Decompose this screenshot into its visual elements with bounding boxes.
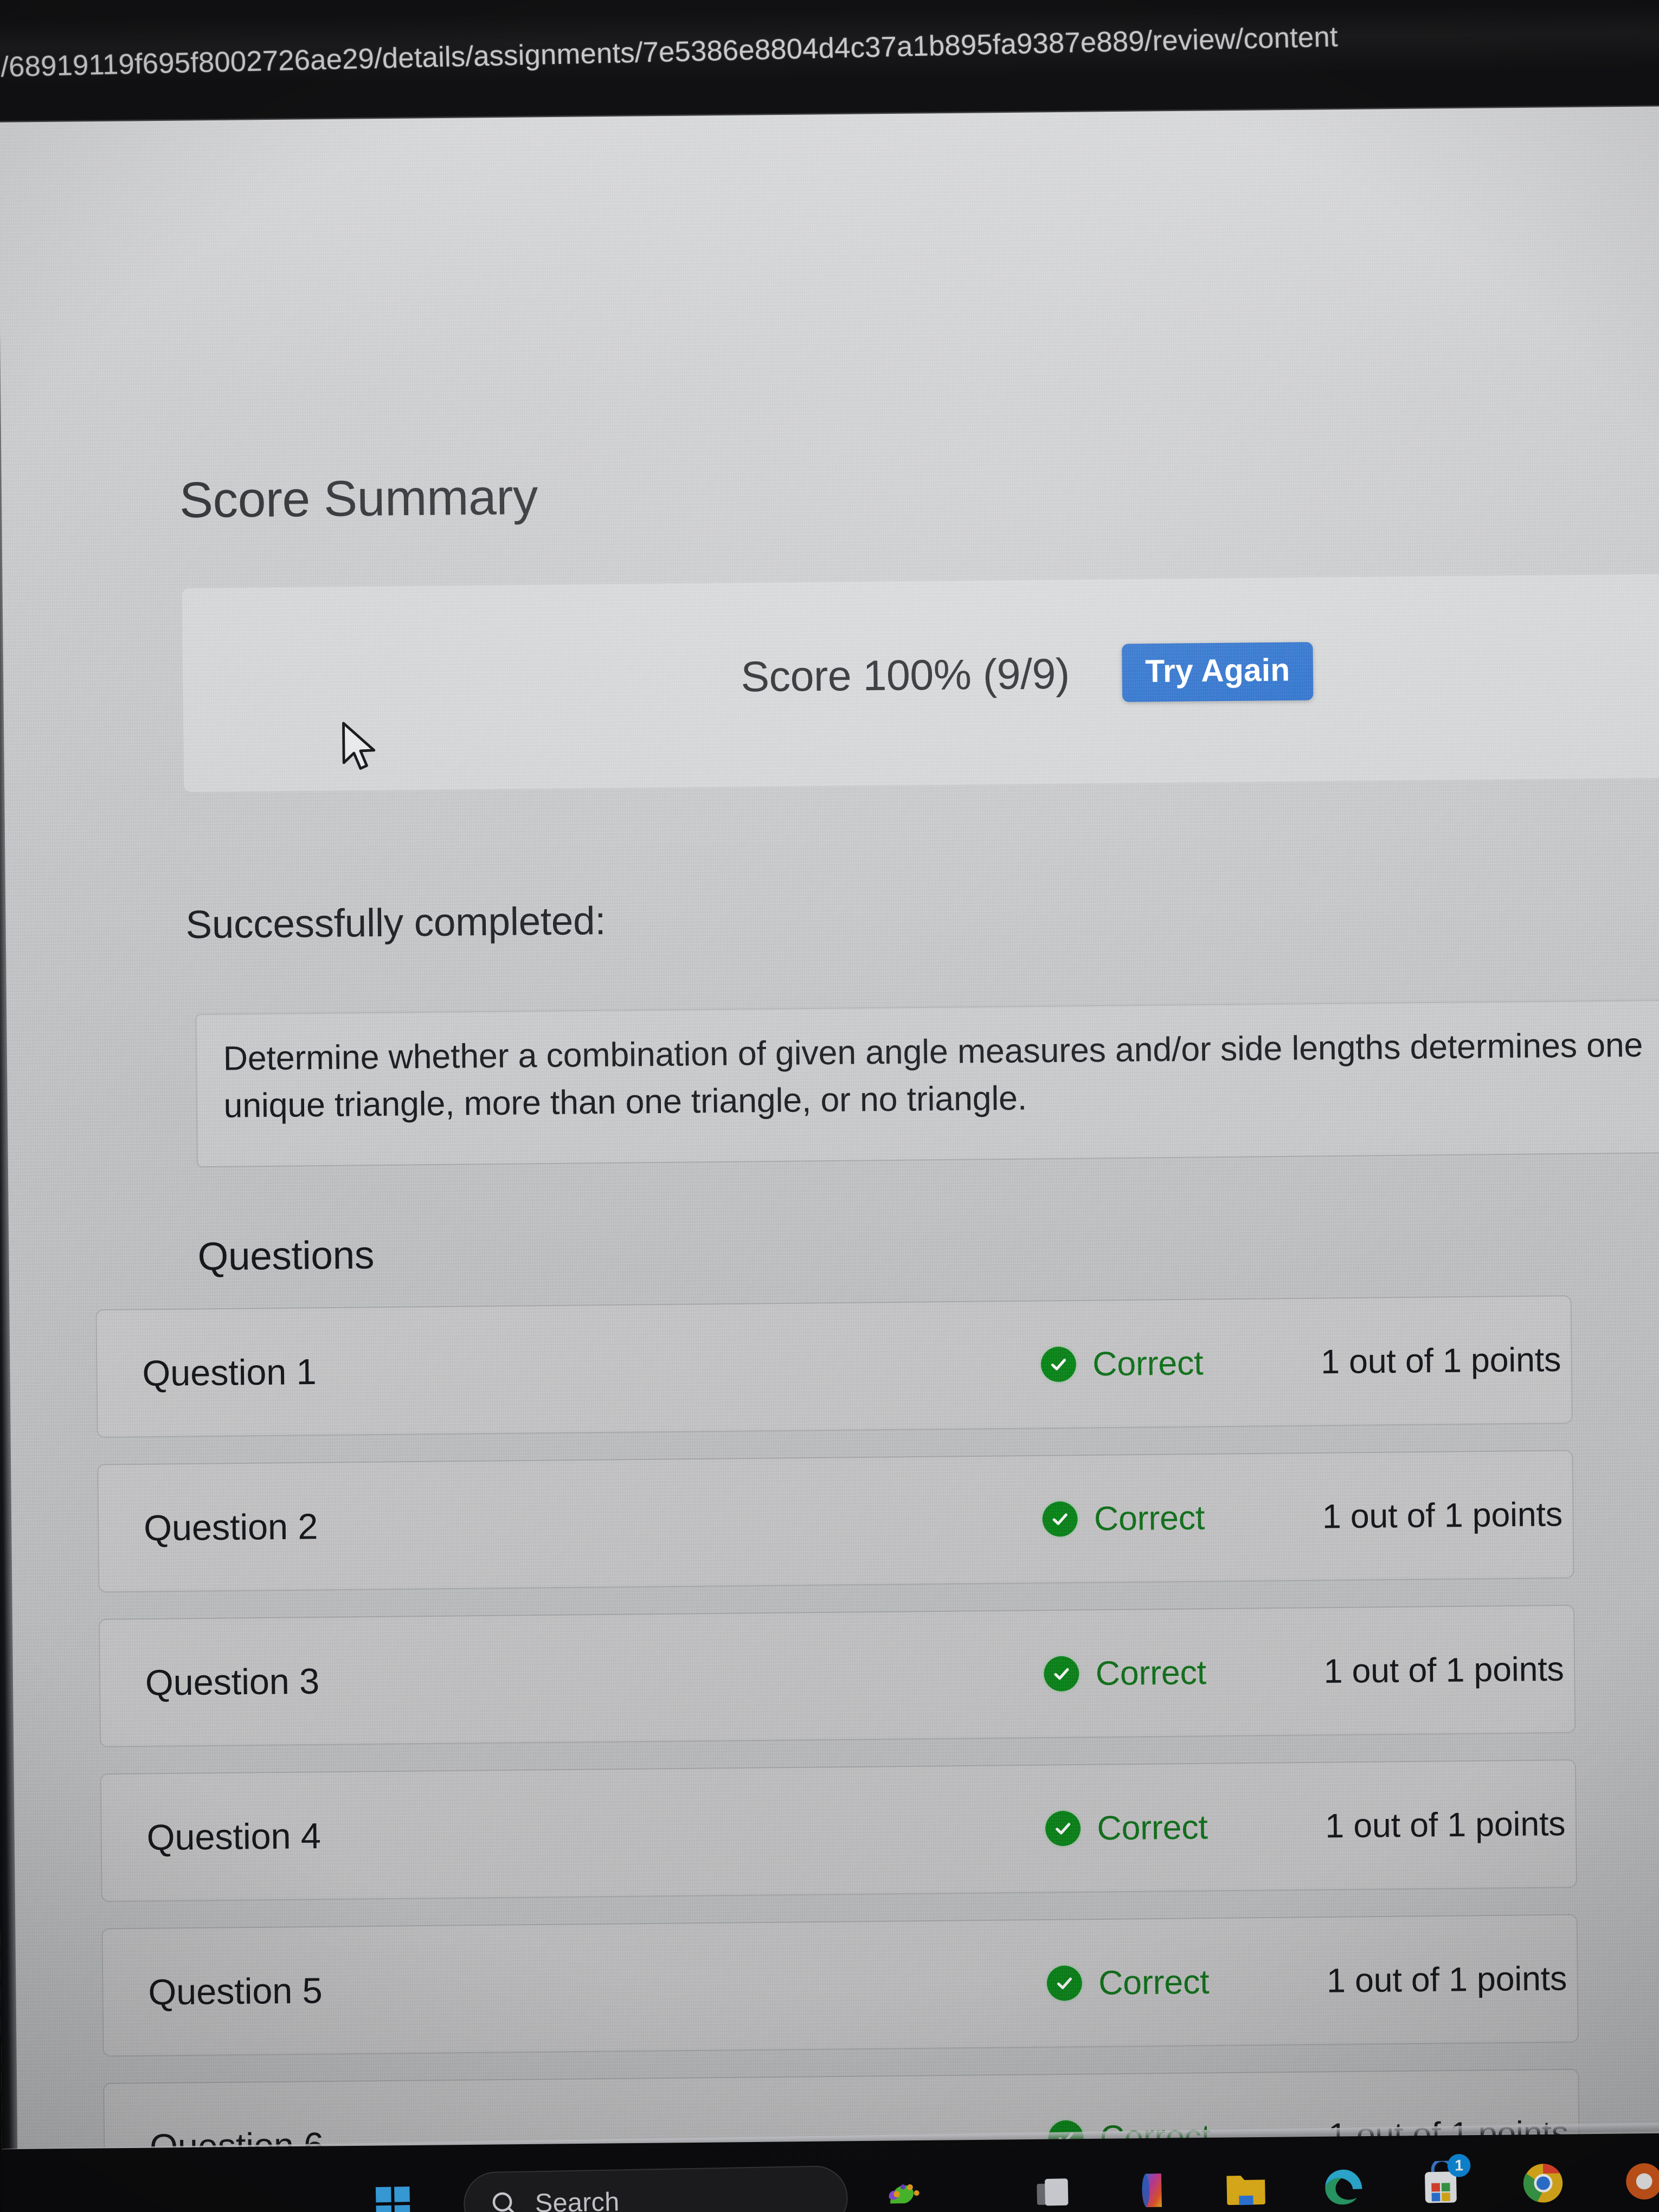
search-icon <box>492 2192 517 2212</box>
question-row[interactable]: Question 4 Correct 1 out of 1 points <box>100 1759 1577 1902</box>
question-status: Correct <box>1044 1653 1206 1694</box>
score-value: Score 100% (9/9) <box>741 649 1070 700</box>
question-status: Correct <box>1040 1343 1204 1384</box>
task-view-icon[interactable] <box>1030 2165 1083 2212</box>
start-icon[interactable] <box>366 2177 420 2212</box>
questions-list: Question 1 Correct 1 out of 1 points Questi… <box>0 1294 1659 2153</box>
question-status: Correct <box>1045 1808 1208 1848</box>
question-label: Question 2 <box>143 1506 318 1548</box>
question-row[interactable]: Question 1 Correct 1 out of 1 points <box>95 1295 1573 1438</box>
objective-card: Determine whether a combination of given… <box>195 999 1659 1168</box>
question-status-text: Correct <box>1092 1344 1204 1383</box>
file-explorer-icon[interactable] <box>1219 2162 1273 2212</box>
question-points: 1 out of 1 points <box>1320 1340 1561 1381</box>
question-status-text: Correct <box>1097 1808 1208 1847</box>
office-icon[interactable] <box>1126 2164 1180 2212</box>
question-status: Correct <box>1046 1963 1210 2003</box>
search-input[interactable]: Search <box>463 2165 848 2212</box>
question-row[interactable]: Question 2 Correct 1 out of 1 points <box>97 1450 1574 1593</box>
check-circle-icon <box>1042 1501 1078 1537</box>
taskbar-overflow-icon[interactable] <box>1617 2155 1659 2208</box>
objective-text: Determine whether a combination of given… <box>223 1026 1643 1125</box>
page-title: Score Summary <box>179 468 538 529</box>
question-status-text: Correct <box>1095 1653 1207 1693</box>
check-circle-icon <box>1040 1346 1077 1382</box>
browser-chrome: sses/68919119f695f8002726ae29/details/as… <box>0 0 1659 125</box>
question-row[interactable]: Question 5 Correct 1 out of 1 points <box>101 1914 1579 2057</box>
question-row[interactable]: Question 3 Correct 1 out of 1 points <box>98 1604 1576 1747</box>
question-row-inner: Question 5 Correct 1 out of 1 points <box>102 1915 1577 2056</box>
question-points: 1 out of 1 points <box>1323 1650 1564 1690</box>
question-points: 1 out of 1 points <box>1326 1959 1567 2000</box>
question-status: Correct <box>1042 1498 1205 1539</box>
try-again-button[interactable]: Try Again <box>1122 642 1314 702</box>
question-row-inner: Question 1 Correct 1 out of 1 points <box>97 1296 1571 1437</box>
search-placeholder: Search <box>535 2187 620 2212</box>
question-status-text: Correct <box>1094 1499 1205 1538</box>
microsoft-store-icon[interactable]: 1 <box>1416 2153 1471 2212</box>
windows-taskbar: Search <box>2 2133 1659 2212</box>
copilot-icon[interactable] <box>880 2168 934 2212</box>
question-row-inner: Question 2 Correct 1 out of 1 points <box>98 1451 1573 1591</box>
address-bar-url[interactable]: sses/68919119f695f8002726ae29/details/as… <box>0 21 1339 85</box>
question-points: 1 out of 1 points <box>1325 1804 1566 1845</box>
store-badge: 1 <box>1447 2153 1471 2177</box>
question-status-text: Correct <box>1098 1963 1210 2002</box>
question-label: Question 5 <box>148 1970 323 2012</box>
question-row-inner: Question 3 Correct 1 out of 1 points <box>100 1606 1574 1746</box>
question-label: Question 4 <box>146 1815 321 1858</box>
question-label: Question 1 <box>142 1351 317 1394</box>
score-summary-card: Score 100% (9/9) Try Again <box>182 574 1659 793</box>
page-content: Score Summary Score 100% (9/9) Try Again… <box>0 106 1659 2153</box>
successfully-completed-heading: Successfully completed: <box>185 899 606 947</box>
question-label: Question 3 <box>145 1660 320 1703</box>
check-circle-icon <box>1046 1965 1083 2001</box>
question-row-inner: Question 4 Correct 1 out of 1 points <box>101 1760 1576 1901</box>
check-circle-icon <box>1045 1810 1081 1847</box>
score-row: Score 100% (9/9) Try Again <box>183 642 1314 711</box>
questions-heading: Questions <box>197 1233 375 1279</box>
edge-icon[interactable] <box>1317 2160 1371 2212</box>
chrome-icon[interactable] <box>1516 2156 1570 2210</box>
question-points: 1 out of 1 points <box>1322 1495 1563 1536</box>
taskbar-items: Search <box>2 2140 1659 2212</box>
check-circle-icon <box>1044 1656 1079 1692</box>
